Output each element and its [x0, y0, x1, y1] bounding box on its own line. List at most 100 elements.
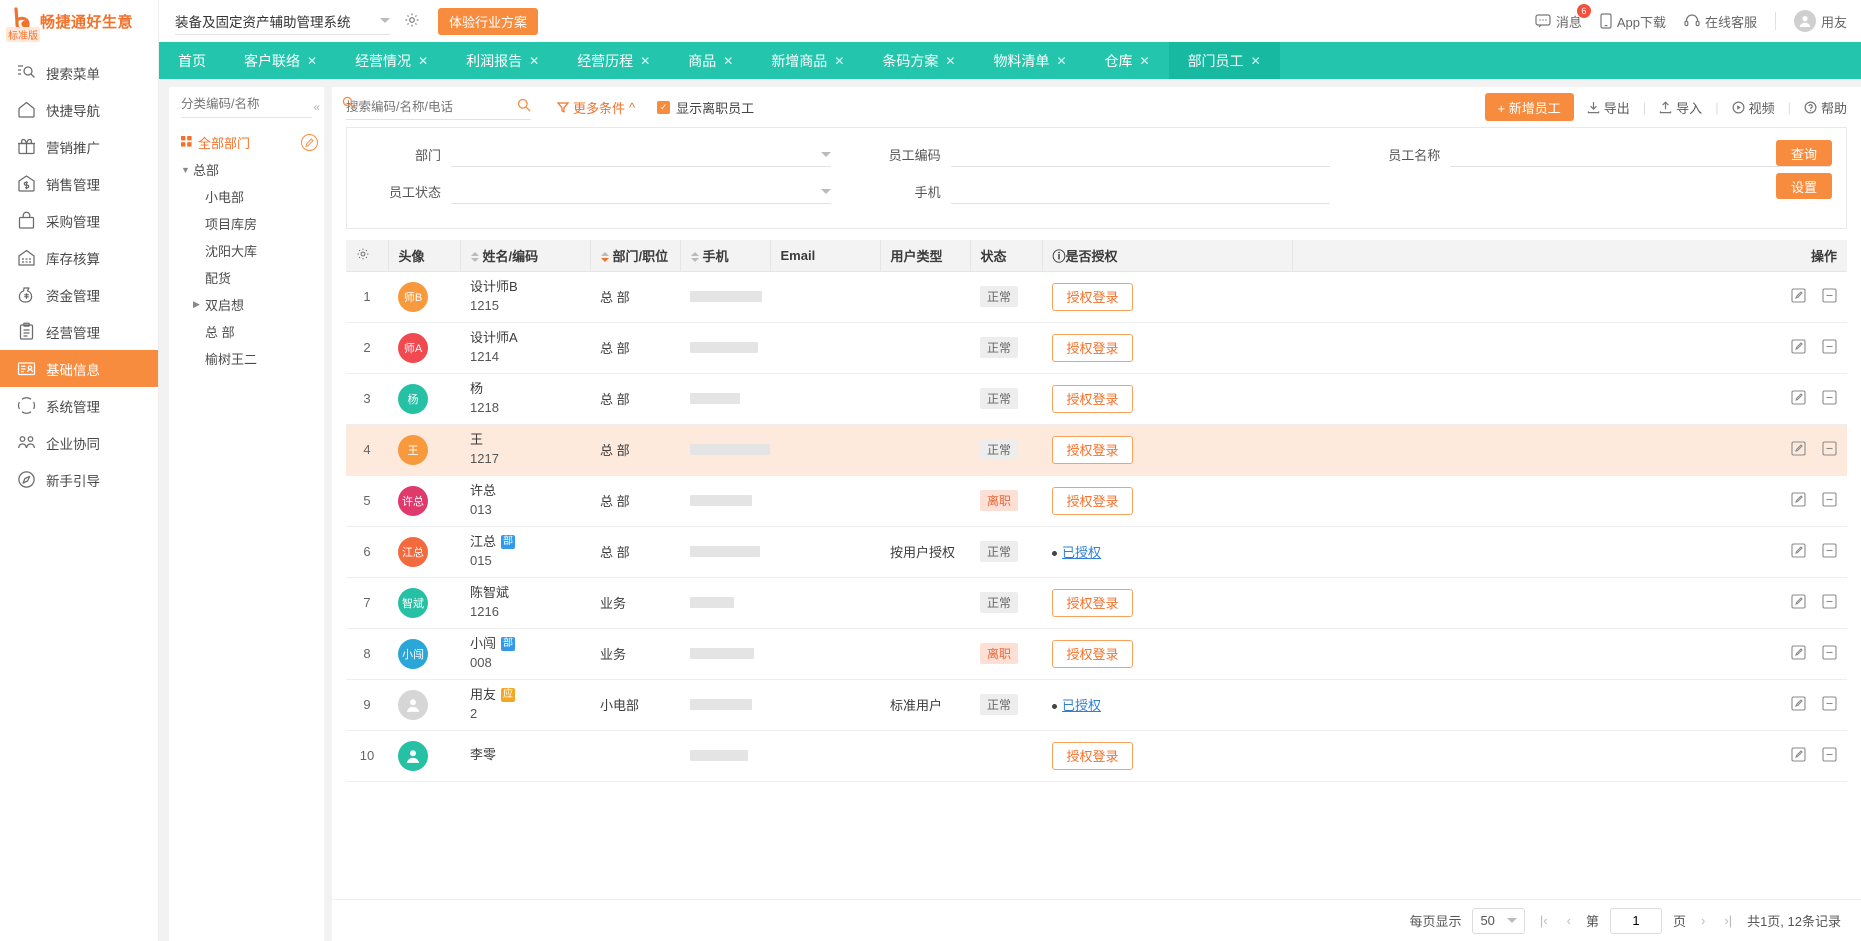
query-button[interactable]: 查询: [1776, 140, 1832, 166]
tree-node-4[interactable]: 沈阳大库: [169, 237, 324, 264]
brand-logo[interactable]: 畅捷通好生意 标准版: [0, 0, 158, 42]
online-service-button[interactable]: 在线客服: [1684, 12, 1757, 31]
tab-4[interactable]: 利润报告 ✕: [447, 42, 558, 79]
authorize-login-button[interactable]: 授权登录: [1052, 435, 1133, 464]
search-icon[interactable]: [342, 96, 355, 112]
tab-11[interactable]: 部门员工 ✕: [1168, 42, 1280, 79]
sidebar-item-2[interactable]: 快捷导航: [0, 91, 158, 128]
add-employee-button[interactable]: + 新增员工: [1484, 93, 1574, 121]
tree-node-7[interactable]: 总 部: [169, 318, 324, 345]
delete-icon[interactable]: [1822, 746, 1837, 765]
edit-icon[interactable]: [1791, 695, 1806, 714]
table-row[interactable]: 5 许总 许总 013 总 部 离职 授权登录: [346, 475, 1847, 527]
collapse-panel-button[interactable]: «: [313, 100, 320, 114]
delete-icon[interactable]: [1822, 287, 1837, 306]
authorize-login-button[interactable]: 授权登录: [1052, 639, 1133, 668]
authorize-login-button[interactable]: 授权登录: [1052, 333, 1133, 362]
tree-search[interactable]: [181, 96, 355, 118]
delete-icon[interactable]: [1822, 338, 1837, 357]
table-row[interactable]: 6 江总 江总部 015 总 部按用户授权 正常 已授权: [346, 526, 1847, 578]
authorize-login-button[interactable]: 授权登录: [1052, 741, 1133, 770]
filter-field-input-wrap[interactable]: [451, 142, 831, 167]
tree-node-1[interactable]: ▼ 总部: [169, 156, 324, 183]
sidebar-item-3[interactable]: 营销推广: [0, 128, 158, 165]
filter-field-input[interactable]: [1450, 146, 1830, 162]
caret-right-icon[interactable]: ▶: [193, 299, 200, 309]
close-icon[interactable]: ✕: [1250, 53, 1261, 68]
tab-6[interactable]: 商品 ✕: [669, 42, 752, 79]
close-icon[interactable]: ✕: [1056, 53, 1067, 68]
app-download-button[interactable]: App下载: [1600, 12, 1666, 31]
filter-field-input[interactable]: [950, 183, 1331, 199]
tree-search-input[interactable]: [181, 97, 342, 111]
sidebar-item-9[interactable]: 基础信息: [0, 350, 158, 387]
edit-icon[interactable]: [301, 134, 318, 151]
tree-node-all[interactable]: 全部部门: [169, 129, 324, 156]
authorize-login-button[interactable]: 授权登录: [1052, 282, 1133, 311]
tab-9[interactable]: 物料清单 ✕: [974, 42, 1085, 79]
filter-field-input[interactable]: [451, 183, 821, 199]
messages-button[interactable]: 消息 6: [1535, 3, 1591, 31]
sidebar-item-8[interactable]: 经营管理: [0, 313, 158, 350]
sidebar-item-11[interactable]: 企业协同: [0, 424, 158, 461]
user-menu[interactable]: 用友: [1793, 10, 1847, 32]
search-icon[interactable]: [517, 98, 531, 115]
delete-icon[interactable]: [1822, 644, 1837, 663]
authorized-link[interactable]: 已授权: [1052, 698, 1101, 713]
close-icon[interactable]: ✕: [834, 53, 845, 68]
help-icon[interactable]: ⓘ: [1052, 248, 1066, 264]
sidebar-item-12[interactable]: 新手引导: [0, 461, 158, 498]
filter-field-input-wrap[interactable]: [950, 142, 1331, 167]
table-row[interactable]: 1 师B 设计师B 1215 总 部 正常 授权登录: [346, 271, 1847, 323]
edit-icon[interactable]: [1791, 644, 1806, 663]
sidebar-item-10[interactable]: 系统管理: [0, 387, 158, 424]
next-page-button[interactable]: ›: [1701, 913, 1706, 928]
column-dept-position[interactable]: 部门/职位: [590, 240, 681, 272]
close-icon[interactable]: ✕: [640, 53, 651, 68]
table-row[interactable]: 8 小闯 小闯部 008 业务 离职 授权登录: [346, 628, 1847, 680]
system-selector[interactable]: 装备及固定资产辅助管理系统: [175, 8, 390, 35]
table-row[interactable]: 7 智斌 陈智斌 1216 业务 正常 授权登录: [346, 577, 1847, 629]
employee-search[interactable]: [346, 94, 531, 120]
delete-icon[interactable]: [1822, 695, 1837, 714]
video-button[interactable]: 视频: [1732, 98, 1775, 117]
edit-icon[interactable]: [1791, 338, 1806, 357]
close-icon[interactable]: ✕: [307, 53, 318, 68]
authorized-link[interactable]: 已授权: [1052, 545, 1101, 560]
first-page-button[interactable]: |‹: [1539, 913, 1548, 928]
prev-page-button[interactable]: ‹: [1566, 913, 1571, 928]
per-page-select[interactable]: 50: [1472, 907, 1525, 934]
tree-node-3[interactable]: 项目库房: [169, 210, 324, 237]
close-icon[interactable]: ✕: [945, 53, 956, 68]
delete-icon[interactable]: [1822, 389, 1837, 408]
edit-icon[interactable]: [1791, 389, 1806, 408]
edit-icon[interactable]: [1791, 746, 1806, 765]
edit-icon[interactable]: [1791, 440, 1806, 459]
import-button[interactable]: 导入: [1659, 98, 1702, 117]
show-resigned-checkbox[interactable]: ✓ 显示离职员工: [657, 98, 754, 117]
tab-10[interactable]: 仓库 ✕: [1086, 42, 1169, 79]
authorize-login-button[interactable]: 授权登录: [1052, 588, 1133, 617]
close-icon[interactable]: ✕: [1139, 53, 1150, 68]
column-name-code[interactable]: 姓名/编码: [460, 240, 591, 272]
employee-search-input[interactable]: [346, 99, 517, 114]
filter-field-input[interactable]: [950, 146, 1331, 162]
tree-node-5[interactable]: 配货: [169, 264, 324, 291]
experience-solution-button[interactable]: 体验行业方案: [438, 7, 539, 35]
tab-3[interactable]: 经营情况 ✕: [336, 42, 447, 79]
tab-2[interactable]: 客户联络 ✕: [225, 42, 336, 79]
authorize-login-button[interactable]: 授权登录: [1052, 486, 1133, 515]
sidebar-item-1[interactable]: 搜索菜单: [0, 54, 158, 91]
tree-node-6[interactable]: ▶ 双启想: [169, 291, 324, 318]
filter-field-input[interactable]: [451, 146, 821, 162]
sort-icon[interactable]: [470, 252, 479, 263]
tab-7[interactable]: 新增商品 ✕: [752, 42, 863, 79]
last-page-button[interactable]: ›|: [1724, 913, 1733, 928]
delete-icon[interactable]: [1822, 491, 1837, 510]
tab-8[interactable]: 条码方案 ✕: [863, 42, 974, 79]
caret-down-icon[interactable]: ▼: [181, 164, 190, 175]
tab-1[interactable]: 首页: [159, 42, 225, 79]
delete-icon[interactable]: [1822, 593, 1837, 612]
sidebar-item-6[interactable]: 库存核算: [0, 239, 158, 276]
edit-icon[interactable]: [1791, 593, 1806, 612]
